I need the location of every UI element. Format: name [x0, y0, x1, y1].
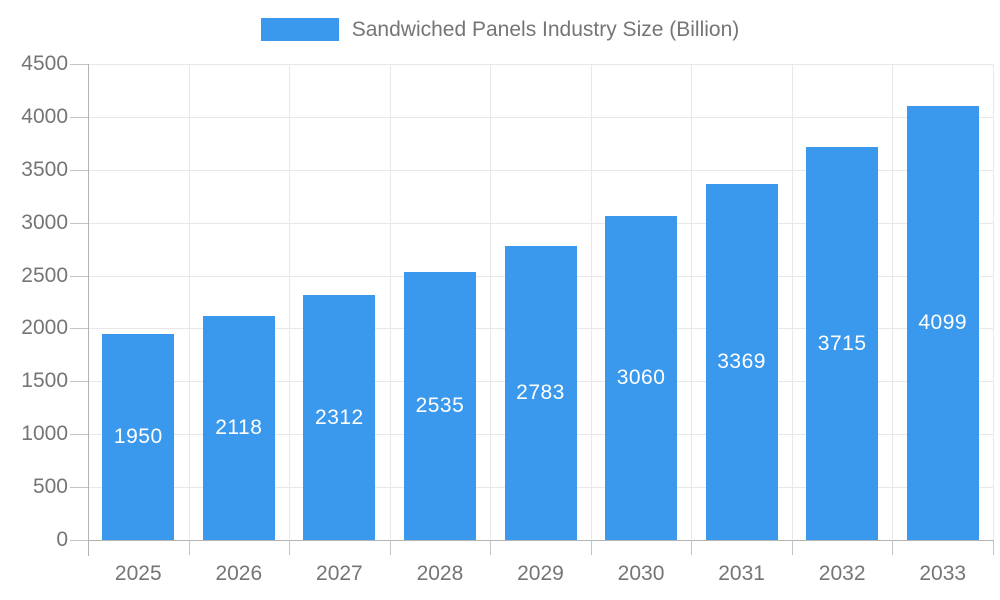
y-gridline [88, 169, 993, 171]
y-tick-label: 0 [56, 528, 68, 551]
y-tick-label: 2500 [21, 263, 68, 287]
x-gridline [892, 64, 894, 540]
bar-value-label: 3715 [817, 331, 867, 355]
x-axis-tick [892, 540, 894, 555]
x-tick-label: 2029 [517, 562, 564, 585]
y-axis-line [88, 64, 89, 556]
bar-value-label: 2118 [215, 415, 263, 439]
bar: 4099 [906, 106, 979, 540]
y-tick-label: 1000 [21, 422, 68, 446]
x-tick-label: 2025 [114, 562, 162, 585]
y-axis-tick [70, 487, 88, 489]
y-tick-label: 4500 [21, 52, 68, 75]
x-tick-label: 2032 [818, 562, 866, 585]
x-axis-tick [691, 540, 693, 555]
y-gridline [88, 64, 993, 65]
x-axis-tick [791, 540, 793, 555]
x-tick-label: 2027 [316, 562, 363, 585]
chart-legend: Sandwiched Panels Industry Size (Billion… [0, 18, 1000, 41]
bar-value-label: 2783 [516, 380, 565, 404]
y-gridline [88, 116, 993, 118]
x-tick-label: 2026 [215, 562, 263, 585]
y-axis-tick [70, 275, 88, 277]
x-tick-label: 2028 [416, 562, 464, 585]
x-gridline [490, 64, 492, 540]
bar: 3060 [605, 216, 678, 540]
bar: 2312 [303, 295, 376, 540]
x-axis-tick [389, 540, 391, 555]
y-tick-label: 1500 [21, 369, 68, 393]
x-gridline [791, 64, 793, 540]
x-axis-tick [188, 540, 190, 555]
y-gridline [88, 222, 993, 224]
x-gridline [590, 64, 592, 540]
bar-value-label: 2312 [315, 405, 364, 429]
y-axis-tick [70, 381, 88, 383]
x-tick-label: 2030 [617, 562, 665, 585]
bar-value-label: 3369 [717, 349, 766, 373]
x-gridline [188, 64, 190, 540]
x-tick-label: 2031 [718, 562, 765, 585]
y-tick-label: 2000 [21, 316, 68, 340]
y-axis-tick [70, 222, 88, 224]
y-axis-tick [70, 434, 88, 436]
y-axis-tick [70, 540, 88, 541]
x-gridline [691, 64, 693, 540]
y-tick-label: 3500 [21, 157, 68, 181]
x-gridline [993, 64, 994, 540]
bar: 1950 [102, 333, 175, 540]
y-axis-tick [70, 116, 88, 118]
x-gridline [389, 64, 391, 540]
bar: 3369 [705, 183, 778, 540]
x-gridline [289, 64, 291, 540]
x-axis-tick [993, 540, 994, 555]
y-tick-label: 500 [32, 475, 68, 499]
legend-label: Sandwiched Panels Industry Size (Billion… [351, 18, 740, 41]
y-axis-tick [70, 328, 88, 330]
bar: 2783 [504, 245, 577, 540]
x-axis-line [88, 540, 993, 541]
bar: 3715 [806, 147, 879, 540]
bar: 2535 [403, 271, 476, 540]
legend-item-series[interactable]: Sandwiched Panels Industry Size (Billion… [260, 18, 740, 41]
y-axis-tick [70, 169, 88, 171]
y-tick-label: 3000 [21, 210, 68, 234]
bar-value-label: 3060 [616, 366, 666, 390]
bar: 2118 [202, 315, 275, 540]
y-tick-label: 4000 [21, 104, 68, 128]
x-tick-label: 2033 [919, 562, 967, 585]
bar-value-label: 2535 [415, 393, 465, 417]
legend-swatch-icon [260, 18, 339, 41]
y-axis-tick [70, 64, 88, 65]
bar-value-label: 1950 [113, 424, 163, 448]
x-axis-tick [490, 540, 492, 555]
x-axis-tick [590, 540, 592, 555]
x-axis-tick [289, 540, 291, 555]
bar-value-label: 4099 [918, 311, 968, 335]
